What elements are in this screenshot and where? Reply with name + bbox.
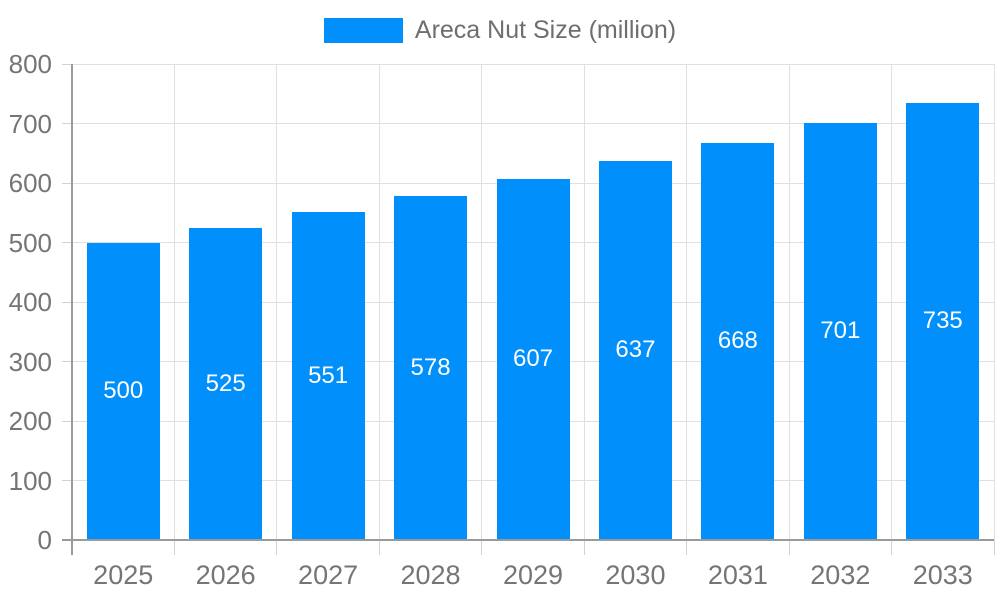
y-axis-label: 500 (8, 227, 52, 258)
y-axis-label: 400 (8, 287, 52, 317)
y-axis-label: 700 (8, 108, 52, 139)
bar-value-label: 637 (615, 336, 656, 364)
bar-2026[interactable]: 525 (189, 227, 263, 540)
x-axis-tick (686, 540, 688, 555)
legend-label: Areca Nut Size (million) (414, 16, 677, 44)
bar-value-label: 735 (922, 307, 963, 335)
x-axis-tick (891, 540, 893, 555)
bar-2030[interactable]: 637 (598, 160, 672, 540)
bar-value-label: 701 (820, 317, 861, 345)
x-axis-label: 2028 (400, 560, 461, 590)
bar-2027[interactable]: 551 (291, 212, 365, 540)
bar-2028[interactable]: 578 (394, 196, 468, 540)
x-axis-label: 2025 (93, 560, 154, 590)
x-axis-tick (276, 540, 278, 555)
v-gridline (993, 64, 995, 540)
x-axis-label: 2029 (502, 560, 564, 590)
legend[interactable]: Areca Nut Size (million) (0, 16, 1000, 44)
legend-swatch (323, 18, 403, 43)
bar-2032[interactable]: 701 (803, 122, 877, 540)
bar-value-label: 578 (410, 354, 451, 382)
y-axis-label: 200 (8, 406, 52, 436)
x-axis-tick (173, 540, 175, 555)
x-axis-tick (788, 540, 790, 555)
y-axis-label: 100 (8, 465, 52, 496)
x-axis-label: 2032 (810, 560, 871, 590)
y-axis-label: 300 (8, 346, 52, 377)
v-gridline (788, 64, 790, 540)
y-axis-tick (62, 361, 72, 362)
v-gridline (481, 64, 483, 540)
y-axis-label: 800 (8, 49, 52, 79)
x-axis-label: 2026 (195, 560, 256, 590)
bar-2025[interactable]: 500 (86, 242, 160, 540)
y-axis-tick (62, 301, 72, 303)
v-gridline (686, 64, 688, 540)
y-axis-tick (62, 63, 72, 65)
v-gridline (378, 64, 380, 540)
x-axis-tick (481, 540, 483, 555)
h-gridline (72, 123, 994, 124)
y-axis-tick (62, 123, 72, 124)
y-axis-tick (62, 242, 72, 243)
bar-value-label: 525 (205, 369, 246, 397)
bar-value-label: 551 (308, 362, 349, 390)
x-axis-label: 2027 (298, 560, 359, 590)
x-axis-tick (378, 540, 380, 555)
y-axis-label: 0 (37, 525, 52, 555)
bar-value-label: 668 (717, 327, 758, 355)
bar-2033[interactable]: 735 (906, 102, 980, 540)
y-axis-tick (62, 420, 72, 422)
v-gridline (583, 64, 585, 540)
x-axis-line (62, 539, 994, 541)
bar-value-label: 500 (103, 377, 144, 405)
x-axis-tick (583, 540, 585, 555)
h-gridline (72, 63, 994, 65)
bar-2031[interactable]: 668 (701, 142, 775, 540)
x-axis-label: 2030 (605, 560, 666, 590)
x-axis-label: 2031 (707, 560, 768, 590)
x-axis-tick (993, 540, 995, 555)
x-axis-label: 2033 (912, 560, 973, 590)
y-axis-tick (62, 182, 72, 184)
v-gridline (173, 64, 175, 540)
y-axis-tick (62, 480, 72, 481)
bar-value-label: 607 (512, 345, 554, 373)
y-axis-line (70, 64, 73, 555)
v-gridline (891, 64, 893, 540)
bar-2029[interactable]: 607 (496, 178, 570, 540)
v-gridline (276, 64, 278, 540)
y-axis-label: 600 (8, 168, 52, 198)
